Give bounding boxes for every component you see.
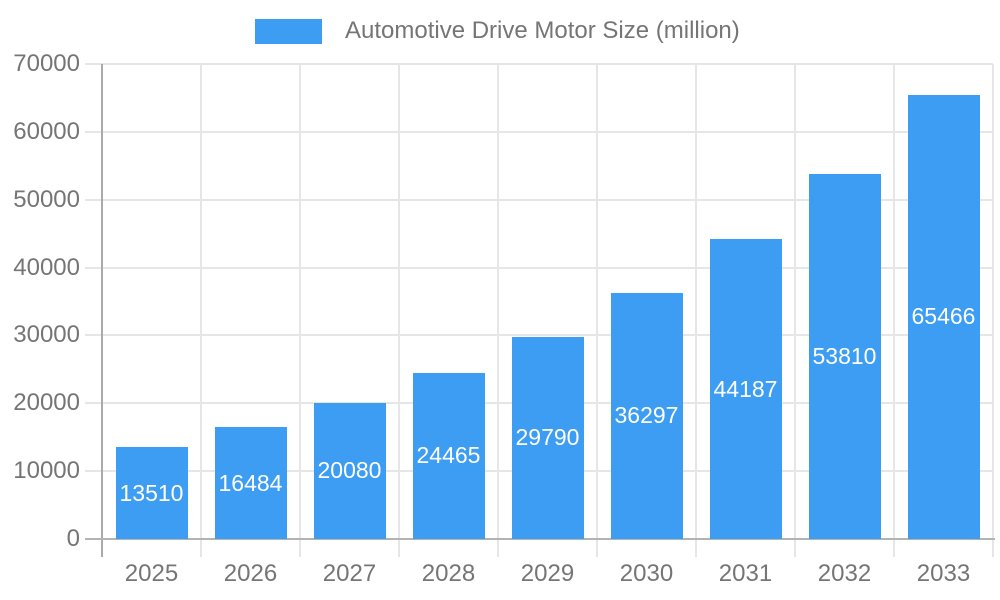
legend-label: Automotive Drive Motor Size (million) [345,17,740,44]
gridline-vertical [596,64,598,557]
gridline-vertical [200,64,202,557]
bar-value-label: 65466 [911,303,976,330]
gridline-vertical [497,64,499,557]
gridline-vertical [893,64,895,557]
y-tick-label: 40000 [13,253,80,281]
x-tick-label: 2025 [124,560,179,587]
gridline-horizontal [85,63,993,65]
bar-value-label: 20080 [317,457,382,484]
y-axis-line [101,64,103,557]
gridline-vertical [398,64,400,557]
gridline-horizontal [85,130,993,133]
y-tick-label: 10000 [13,457,80,485]
x-tick-label: 2027 [322,560,377,587]
x-tick-label: 2031 [718,560,773,587]
y-tick-label: 60000 [13,117,80,145]
bar[interactable]: 20080 [313,402,386,539]
x-tick-label: 2026 [223,560,278,587]
bar-value-label: 53810 [812,342,877,369]
bar-value-label: 44187 [713,375,778,402]
bar-value-label: 16484 [218,469,283,496]
bar-value-label: 13510 [119,479,184,506]
bar[interactable]: 36297 [610,292,683,539]
bar[interactable]: 16484 [214,427,287,539]
x-axis-line [85,538,995,540]
bar[interactable]: 29790 [511,336,584,539]
x-tick-label: 2030 [619,560,674,587]
y-tick-label: 0 [66,525,80,552]
gridline-horizontal [85,198,993,201]
bar[interactable]: 53810 [808,173,881,539]
gridline-vertical [794,64,796,557]
bar[interactable]: 65466 [907,94,980,539]
bar-value-label: 36297 [614,402,679,429]
gridline-vertical [299,64,301,557]
x-tick-label: 2032 [817,560,872,587]
gridline-vertical [992,64,994,557]
y-tick-label: 50000 [13,185,80,213]
y-tick-label: 20000 [13,389,80,417]
y-tick-label: 30000 [13,321,80,349]
bar[interactable]: 24465 [412,372,485,539]
legend[interactable]: Automotive Drive Motor Size (million) [255,18,740,44]
x-tick-label: 2033 [916,560,971,587]
bar[interactable]: 44187 [709,239,782,539]
gridline-horizontal [85,334,993,337]
y-tick-label: 70000 [13,50,80,77]
x-tick-label: 2028 [421,560,476,587]
legend-swatch-icon [255,18,322,44]
gridline-vertical [695,64,697,557]
bar[interactable]: 13510 [115,447,188,539]
gridline-horizontal [85,266,993,269]
x-tick-label: 2029 [520,560,575,587]
bar-value-label: 29790 [515,424,580,451]
bar-value-label: 24465 [416,442,481,469]
